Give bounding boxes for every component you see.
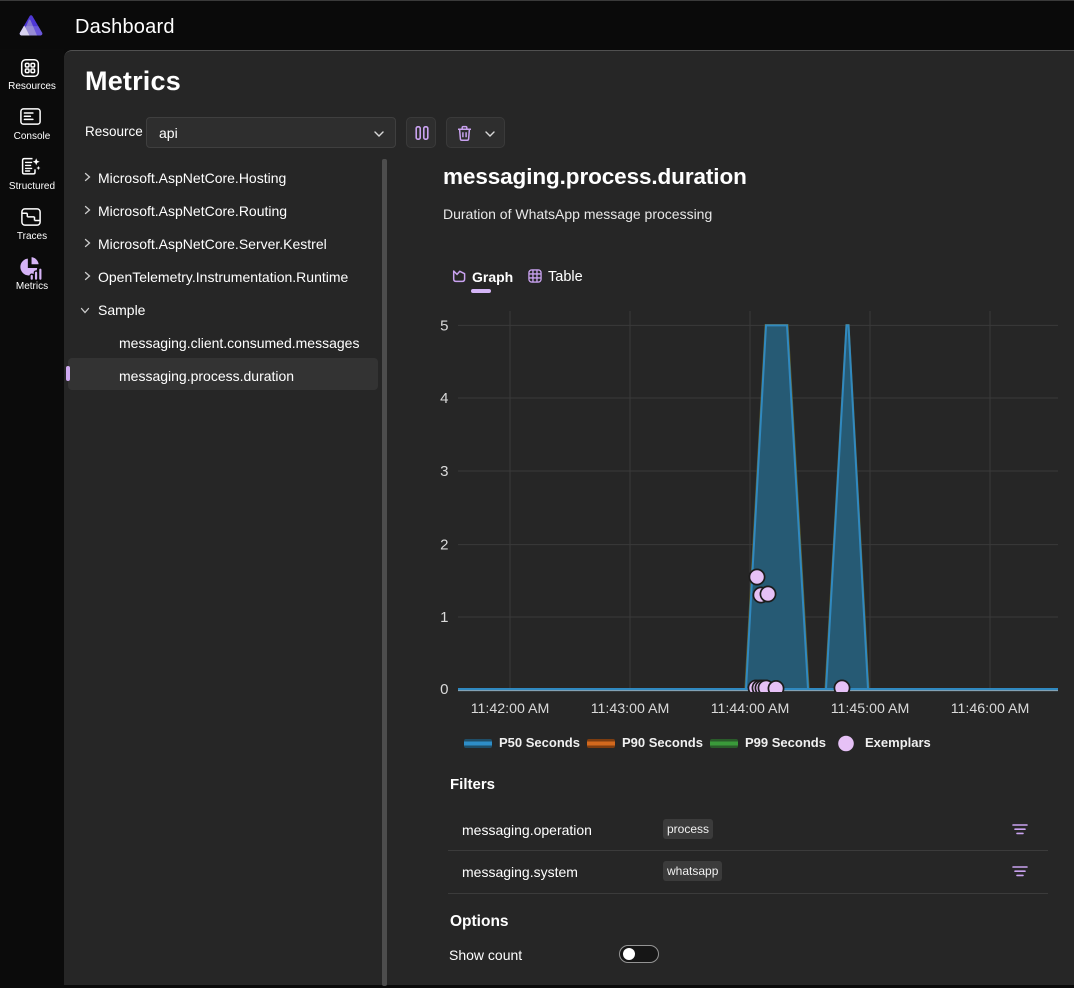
svg-text:11:46:00 AM: 11:46:00 AM <box>951 701 1030 717</box>
svg-text:0: 0 <box>440 681 448 698</box>
svg-text:4: 4 <box>440 390 448 407</box>
svg-text:2: 2 <box>440 537 448 554</box>
svg-text:11:44:00 AM: 11:44:00 AM <box>711 701 790 717</box>
svg-text:1: 1 <box>440 609 448 626</box>
svg-text:11:43:00 AM: 11:43:00 AM <box>591 701 670 717</box>
svg-text:11:45:00 AM: 11:45:00 AM <box>831 701 910 717</box>
svg-text:5: 5 <box>440 318 448 335</box>
svg-text:11:42:00 AM: 11:42:00 AM <box>471 701 550 717</box>
svg-text:3: 3 <box>440 463 448 480</box>
